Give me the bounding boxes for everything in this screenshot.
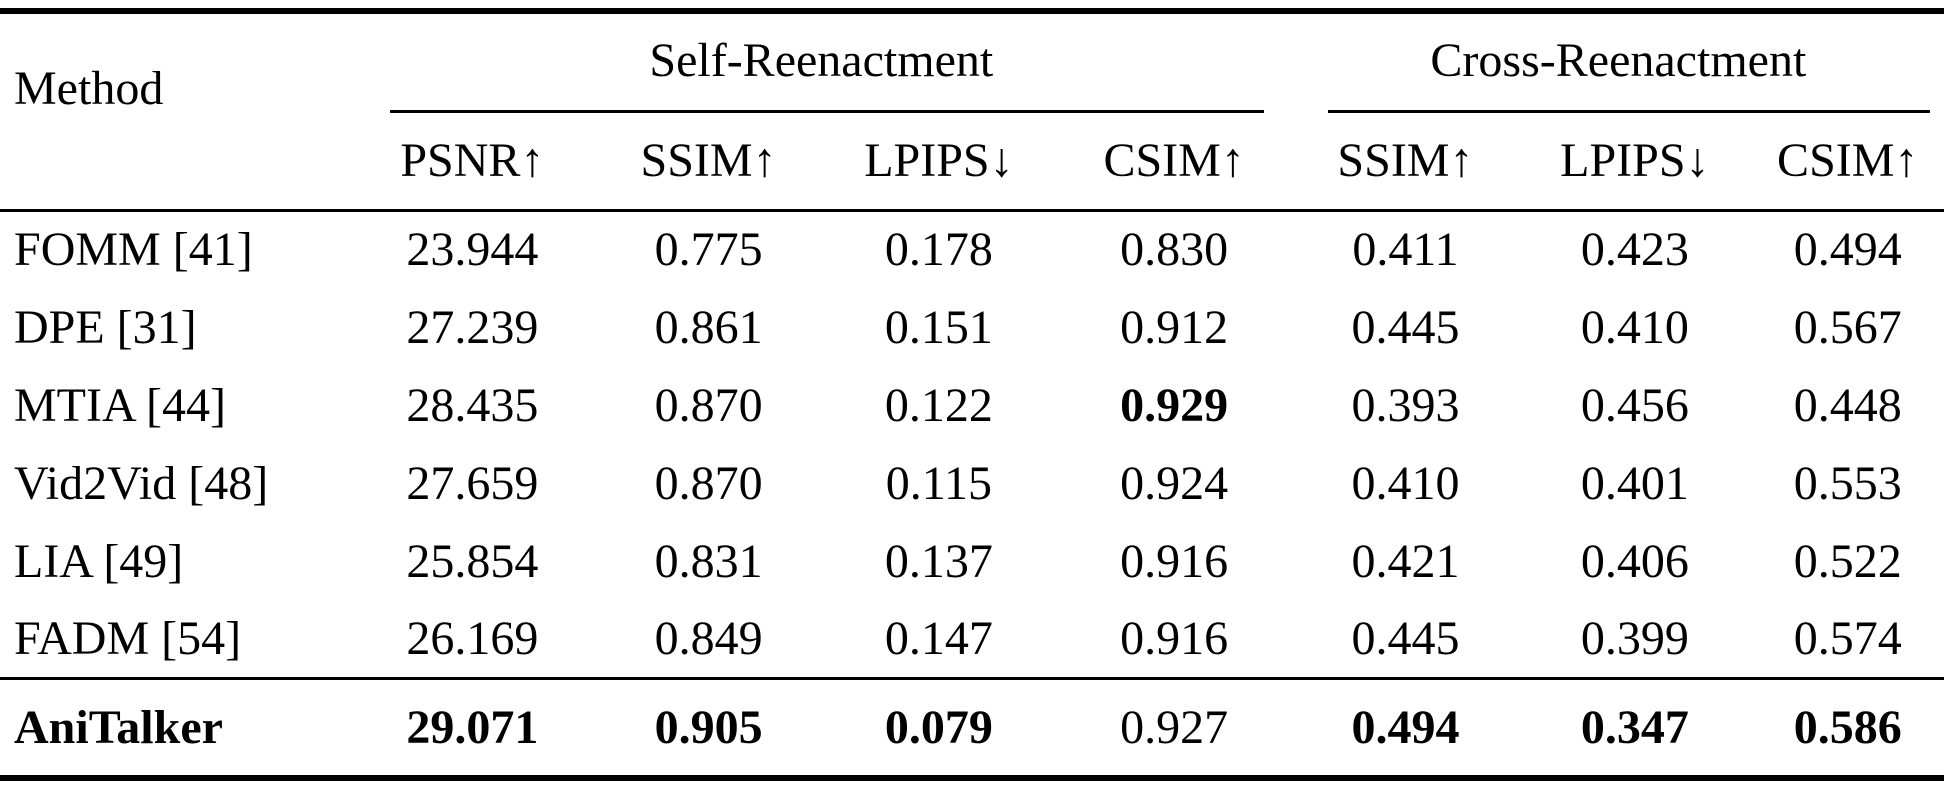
value-cell: 0.870 [654, 456, 763, 510]
col-header-cross-ssim: SSIM↑ [1292, 113, 1519, 212]
method-cell: MTIA [44] [14, 378, 226, 432]
value-cell: 0.924 [1120, 456, 1229, 510]
method-cell: FOMM [41] [14, 223, 253, 277]
value-cell: 0.916 [1120, 611, 1229, 665]
value-cell: 0.929 [1120, 378, 1229, 432]
row-lia: LIA [49] 25.854 0.831 0.137 0.916 0.421 … [0, 522, 1944, 600]
value-cell: 0.775 [654, 223, 763, 277]
value-cell: 26.169 [406, 611, 539, 665]
value-cell: 29.071 [349, 676, 595, 778]
method-column-header: Method [0, 11, 350, 212]
value-cell: 0.553 [1793, 456, 1902, 510]
method-cell: FADM [54] [14, 611, 242, 665]
method-cell: AniTalker [0, 676, 350, 778]
value-cell: 0.927 [1055, 676, 1293, 778]
value-cell: 0.456 [1580, 378, 1689, 432]
value-cell: 0.830 [1120, 223, 1229, 277]
value-cell: 27.659 [406, 456, 539, 510]
value-cell: 0.406 [1580, 534, 1689, 588]
value-cell: 28.435 [406, 378, 539, 432]
value-cell: 0.916 [1120, 534, 1229, 588]
method-cell: LIA [49] [14, 534, 184, 588]
row-vid2vid: Vid2Vid [48] 27.659 0.870 0.115 0.924 0.… [0, 444, 1944, 522]
value-cell: 0.861 [654, 300, 763, 354]
method-cell: Vid2Vid [48] [14, 456, 269, 510]
value-cell: 0.178 [884, 223, 993, 277]
group-header-cross-reenactment: Cross-Reenactment [1293, 11, 1944, 113]
group-header-self-reenactment: Self-Reenactment [350, 11, 1293, 113]
value-cell: 0.905 [594, 676, 823, 778]
row-fomm: FOMM [41] 23.944 0.775 0.178 0.830 0.411… [0, 210, 1944, 288]
value-cell: 0.401 [1580, 456, 1689, 510]
rule-under-cross-group [1327, 110, 1930, 113]
col-header-self-ssim: SSIM↑ [594, 113, 823, 212]
value-cell: 0.586 [1751, 676, 1944, 778]
value-cell: 0.567 [1793, 300, 1902, 354]
value-cell: 0.147 [884, 611, 993, 665]
rule-under-self-group [389, 110, 1264, 113]
reenactment-results-table: Method Self-Reenactment Cross-Reenactmen… [0, 8, 1944, 781]
value-cell: 0.399 [1580, 611, 1689, 665]
value-cell: 0.448 [1793, 378, 1902, 432]
value-cell: 0.410 [1351, 456, 1460, 510]
value-cell: 0.445 [1351, 300, 1460, 354]
value-cell: 0.122 [884, 378, 993, 432]
value-cell: 0.831 [654, 534, 763, 588]
value-cell: 0.522 [1793, 534, 1902, 588]
value-cell: 0.445 [1351, 611, 1460, 665]
metric-header-row: PSNR↑ SSIM↑ LPIPS↓ CSIM↑ SSIM↑ LPIPS↓ CS… [0, 113, 1944, 212]
value-cell: 0.410 [1580, 300, 1689, 354]
value-cell: 0.115 [885, 456, 993, 510]
value-cell: 0.151 [884, 300, 993, 354]
value-cell: 0.347 [1518, 676, 1752, 778]
col-header-cross-lpips: LPIPS↓ [1518, 113, 1752, 212]
value-cell: 0.494 [1292, 676, 1519, 778]
group-label-cross: Cross-Reenactment [1430, 34, 1807, 87]
value-cell: 0.849 [654, 611, 763, 665]
row-fadm: FADM [54] 26.169 0.849 0.147 0.916 0.445… [0, 600, 1944, 678]
group-label-self: Self-Reenactment [649, 34, 994, 87]
row-mtia: MTIA [44] 28.435 0.870 0.122 0.929 0.393… [0, 366, 1944, 444]
row-anitalker: AniTalker 29.071 0.905 0.079 0.927 0.494… [0, 676, 1944, 778]
value-cell: 23.944 [406, 223, 539, 277]
row-dpe: DPE [31] 27.239 0.861 0.151 0.912 0.445 … [0, 288, 1944, 366]
value-cell: 0.411 [1352, 223, 1459, 277]
value-cell: 0.494 [1793, 223, 1902, 277]
value-cell: 27.239 [406, 300, 539, 354]
value-cell: 0.912 [1120, 300, 1229, 354]
value-cell: 0.079 [822, 676, 1056, 778]
col-header-self-lpips: LPIPS↓ [822, 113, 1056, 212]
method-cell: DPE [31] [14, 300, 197, 354]
value-cell: 0.574 [1793, 611, 1902, 665]
value-cell: 0.137 [884, 534, 993, 588]
col-header-cross-csim: CSIM↑ [1751, 113, 1944, 212]
group-header-row: Method Self-Reenactment Cross-Reenactmen… [0, 11, 1944, 212]
col-header-self-csim: CSIM↑ [1055, 113, 1293, 212]
value-cell: 0.870 [654, 378, 763, 432]
value-cell: 25.854 [406, 534, 539, 588]
col-header-self-psnr: PSNR↑ [349, 113, 595, 212]
value-cell: 0.393 [1351, 378, 1460, 432]
value-cell: 0.423 [1580, 223, 1689, 277]
value-cell: 0.421 [1351, 534, 1460, 588]
